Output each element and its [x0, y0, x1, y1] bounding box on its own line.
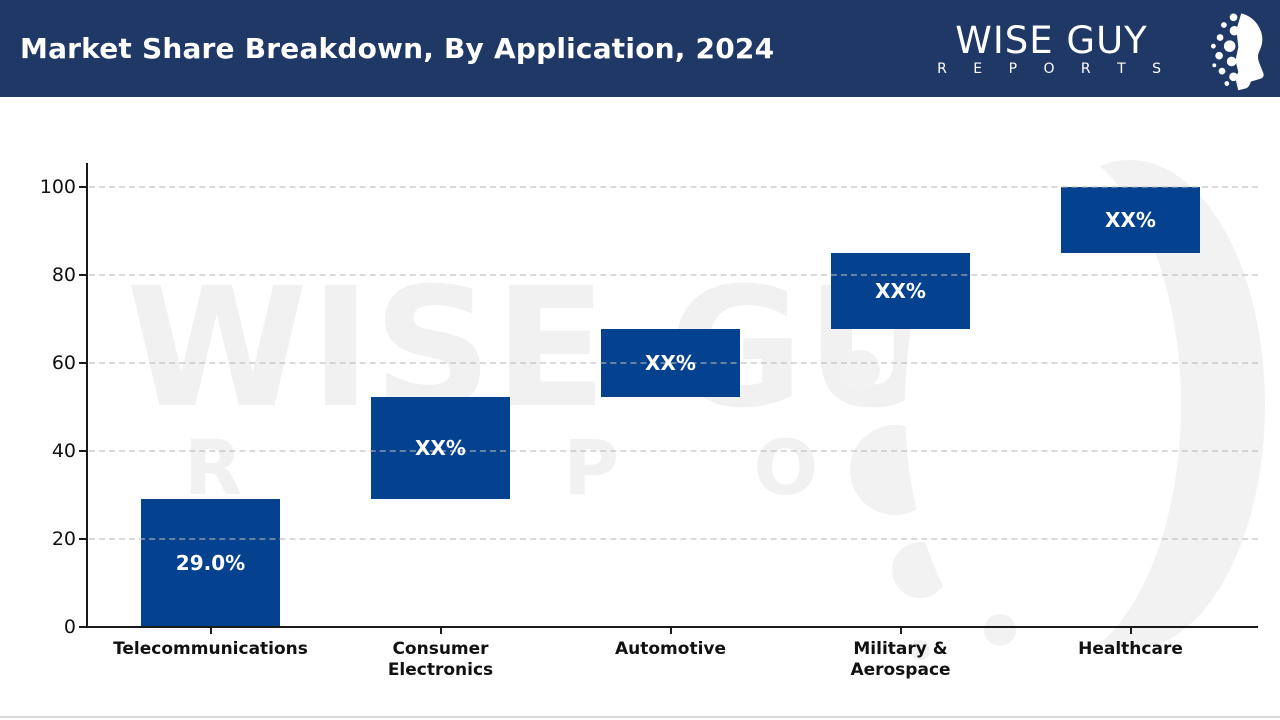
dotted-head-profile-icon	[1210, 12, 1264, 90]
y-tick-label: 0	[63, 616, 76, 638]
y-tick-mark	[79, 186, 87, 188]
bar-segment	[831, 252, 970, 330]
bar-value-label: XX%	[875, 278, 926, 303]
x-axis-label: Healthcare	[1078, 639, 1183, 659]
bar-segment	[371, 397, 510, 500]
y-tick-mark	[79, 274, 87, 276]
y-tick-label: 60	[51, 352, 76, 374]
x-axis-line	[86, 626, 1258, 628]
y-tick-label: 80	[51, 264, 76, 286]
gridline	[89, 450, 1258, 452]
gridline	[89, 274, 1258, 276]
wise-guy-reports-logo: WISE GUY R E P O R T S	[931, 0, 1270, 97]
gridline	[89, 186, 1258, 188]
header-bar: Market Share Breakdown, By Application, …	[0, 0, 1280, 97]
bar-value-label: XX%	[415, 436, 466, 461]
x-tick-mark	[439, 628, 442, 634]
logo-wordmark: WISE GUY	[955, 18, 1148, 62]
y-tick-mark	[79, 450, 87, 452]
logo-text: WISE GUY R E P O R T S	[931, 22, 1172, 76]
gridline	[89, 538, 1258, 540]
x-tick-mark	[669, 628, 672, 634]
gridline	[89, 362, 1258, 364]
x-axis-label: Consumer Electronics	[387, 639, 494, 681]
bar-value-label: XX%	[1105, 207, 1156, 232]
y-tick-label: 20	[51, 528, 76, 550]
y-tick-mark	[79, 538, 87, 540]
x-tick-mark	[1129, 628, 1132, 634]
x-tick-mark	[899, 628, 902, 634]
x-tick-mark	[209, 628, 212, 634]
x-axis-label: Automotive	[614, 639, 727, 659]
bar-segment	[1061, 187, 1200, 253]
y-axis-line	[86, 163, 88, 628]
bar-segment	[141, 499, 280, 627]
y-tick-mark	[79, 626, 87, 628]
page-title: Market Share Breakdown, By Application, …	[20, 32, 775, 65]
x-axis-label: Telecommunications	[113, 639, 308, 659]
bar-value-label: XX%	[645, 351, 696, 376]
logo-subtitle: R E P O R T S	[937, 60, 1172, 77]
y-tick-label: 100	[39, 176, 76, 198]
y-tick-mark	[79, 362, 87, 364]
y-tick-label: 40	[51, 440, 76, 462]
x-axis-label: Military & Aerospace	[850, 639, 951, 681]
bottom-divider	[0, 716, 1280, 718]
bar-value-label: 29.0%	[175, 551, 246, 576]
